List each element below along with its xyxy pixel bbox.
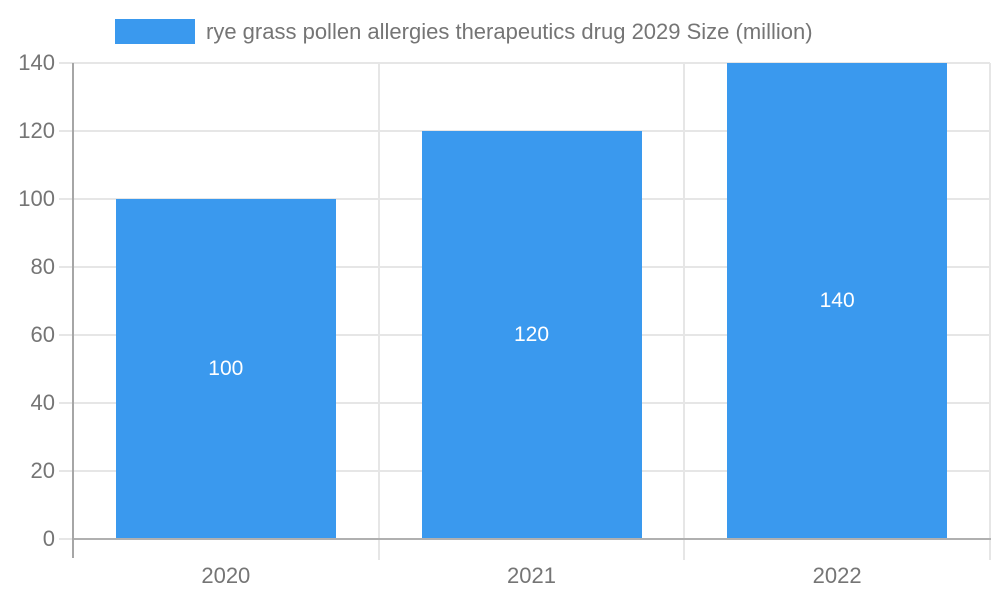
bar[interactable] xyxy=(115,199,336,539)
gridline-horizontal xyxy=(59,62,990,64)
y-axis-label: 120 xyxy=(18,118,55,143)
y-axis-label: 20 xyxy=(30,458,55,483)
bar-value-label: 140 xyxy=(819,289,855,312)
gridline-vertical xyxy=(989,63,991,560)
y-tick xyxy=(59,538,73,540)
y-axis-label: 40 xyxy=(30,390,55,415)
bar-value-label: 100 xyxy=(208,357,244,380)
legend-label: rye grass pollen allergies therapeutics … xyxy=(206,19,813,44)
y-axis-label: 100 xyxy=(18,186,55,211)
y-axis-label: 80 xyxy=(30,254,55,279)
y-axis-label: 60 xyxy=(30,322,55,347)
legend[interactable]: rye grass pollen allergies therapeutics … xyxy=(115,19,813,44)
x-axis-label: 2020 xyxy=(201,563,251,588)
y-axis-line xyxy=(72,63,74,558)
bar-value-label: 120 xyxy=(513,323,550,346)
x-axis-label: 2022 xyxy=(812,563,862,588)
bar[interactable] xyxy=(421,131,642,539)
y-axis-label: 0 xyxy=(42,526,55,551)
gridline-vertical xyxy=(377,63,380,560)
x-axis-label: 2021 xyxy=(507,563,556,588)
bar[interactable] xyxy=(727,63,948,539)
legend-swatch xyxy=(115,19,195,44)
gridline-vertical xyxy=(683,63,686,560)
x-axis-line xyxy=(72,538,991,540)
y-axis-label: 140 xyxy=(18,50,55,75)
